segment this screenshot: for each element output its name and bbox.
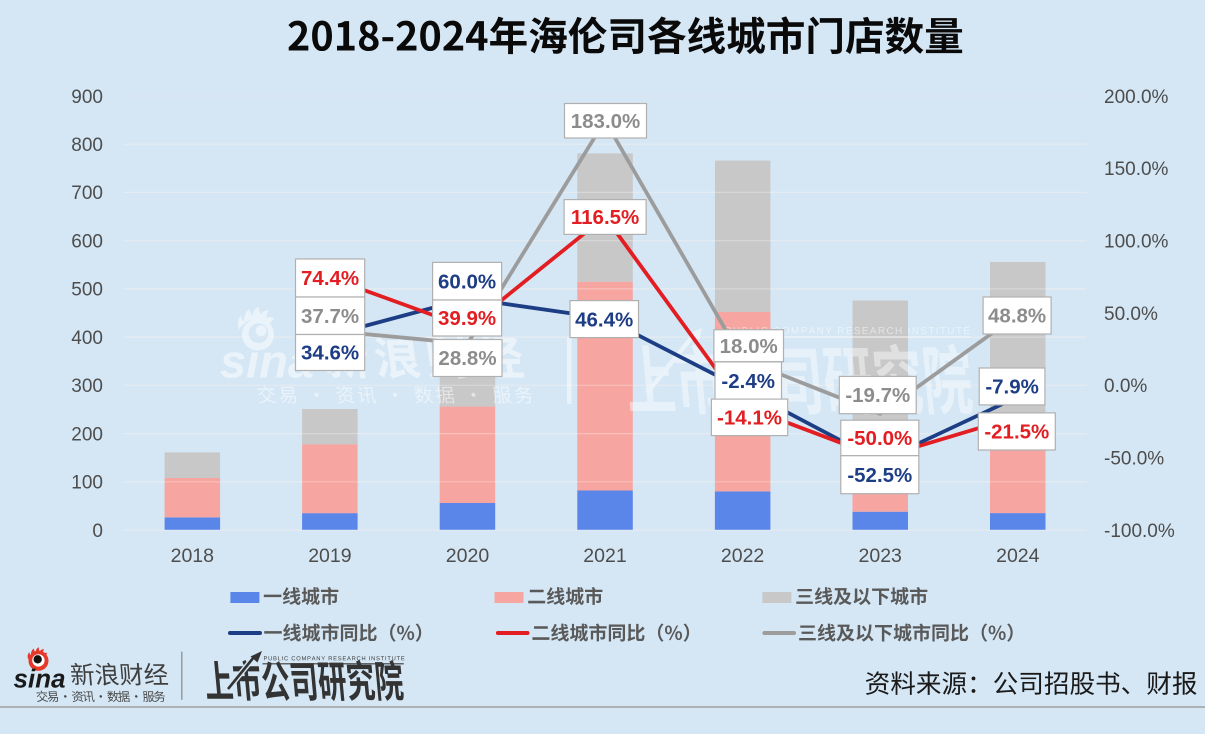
svg-text:-14.1%: -14.1% [717,407,782,430]
svg-text:50.0%: 50.0% [1104,304,1158,325]
svg-text:200.0%: 200.0% [1104,87,1169,108]
svg-text:-21.5%: -21.5% [984,421,1049,444]
svg-text:2019: 2019 [308,545,351,567]
svg-text:100: 100 [71,473,103,494]
svg-text:400: 400 [71,328,103,349]
svg-text:-52.5%: -52.5% [847,464,912,487]
svg-text:2022: 2022 [721,545,764,567]
svg-text:28.8%: 28.8% [438,347,496,370]
svg-text:700: 700 [71,183,103,204]
svg-text:150.0%: 150.0% [1104,159,1169,180]
svg-text:300: 300 [71,376,103,397]
svg-text:-100.0%: -100.0% [1104,521,1175,542]
svg-text:60.0%: 60.0% [438,270,496,293]
svg-text:18.0%: 18.0% [720,335,778,358]
svg-text:37.7%: 37.7% [301,305,359,328]
svg-text:900: 900 [71,87,103,108]
svg-text:183.0%: 183.0% [571,110,641,133]
svg-text:800: 800 [71,135,103,156]
svg-text:100.0%: 100.0% [1104,232,1169,253]
svg-text:39.9%: 39.9% [438,307,496,330]
svg-text:-50.0%: -50.0% [847,427,912,450]
svg-text:-19.7%: -19.7% [845,384,910,407]
svg-text:2024: 2024 [996,545,1040,567]
svg-text:200: 200 [71,424,103,445]
svg-text:2018: 2018 [171,545,214,567]
svg-text:116.5%: 116.5% [571,206,639,229]
svg-text:-2.4%: -2.4% [721,370,775,393]
svg-text:48.8%: 48.8% [988,305,1046,328]
svg-text:2023: 2023 [859,545,902,567]
svg-text:-7.9%: -7.9% [985,376,1039,399]
svg-text:0.0%: 0.0% [1104,376,1147,397]
svg-text:74.4%: 74.4% [301,267,359,290]
svg-text:46.4%: 46.4% [575,308,633,331]
svg-text:500: 500 [71,280,103,301]
svg-text:34.6%: 34.6% [301,342,359,365]
svg-text:0: 0 [92,521,103,542]
svg-text:-50.0%: -50.0% [1104,449,1164,470]
svg-text:2021: 2021 [583,545,626,567]
svg-text:600: 600 [71,232,103,253]
svg-text:2020: 2020 [446,545,490,567]
